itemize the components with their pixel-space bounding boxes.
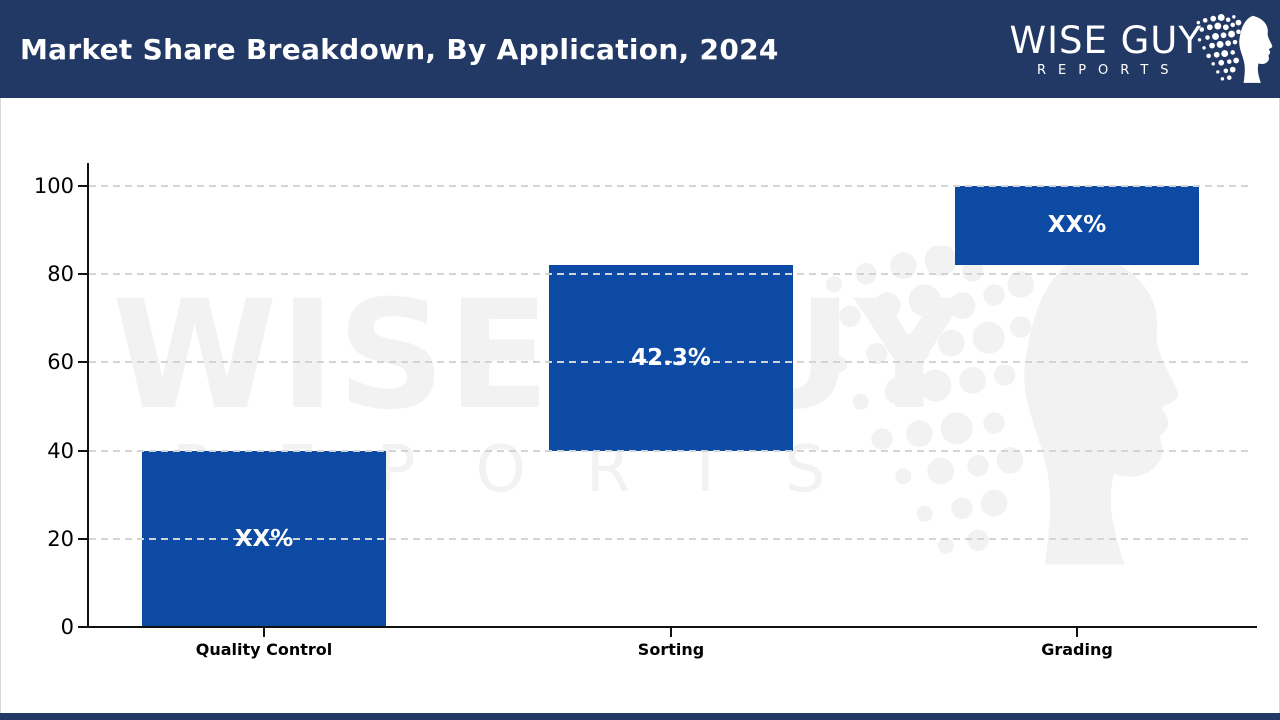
x-tick-mark [670,628,672,637]
gridline [89,273,1252,276]
gridline [89,185,1252,187]
footer-bar [0,713,1280,720]
y-tick-label: 40 [47,438,74,463]
brand-logo: WISE GUY REPORTS [1010,6,1274,92]
y-tick-mark [78,449,87,452]
bar [549,264,793,452]
bar-value-label: XX% [234,526,294,553]
header: Market Share Breakdown, By Application, … [0,0,1280,98]
y-tick-mark [78,626,87,628]
x-axis-line [87,626,1257,628]
y-tick-mark [78,537,87,540]
y-tick-label: 0 [60,615,74,639]
bar [955,186,1199,265]
y-tick-mark [78,361,87,364]
y-tick-label: 20 [47,526,74,551]
logo-head-icon [1193,14,1273,83]
page-title: Market Share Breakdown, By Application, … [20,32,779,66]
logo-subtext: REPORTS [1036,62,1181,78]
x-tick-mark [1076,628,1078,637]
x-tick-mark [263,628,265,637]
bar-value-label: 42.3% [631,345,711,372]
gridline [89,361,1252,364]
y-tick-label: 80 [47,262,74,287]
y-tick-label: 60 [47,350,74,375]
watermark-head-icon [811,246,1178,565]
y-tick-mark [78,273,87,276]
x-tick-label: Grading [1041,640,1113,659]
y-tick-mark [78,185,87,187]
y-tick-label: 100 [33,174,74,198]
brand-logo-text: WISE GUY REPORTS [1010,22,1202,77]
x-tick-label: Sorting [637,640,705,659]
watermark-wordmark: WISE GUY [112,269,966,443]
logo-wordmark: WISE GUY [1009,18,1202,62]
bar-value-label: XX% [1047,212,1107,239]
y-axis-line [87,163,89,628]
x-tick-label: Quality Control [195,640,333,659]
gridline [89,537,1252,540]
gridline [89,449,1252,452]
